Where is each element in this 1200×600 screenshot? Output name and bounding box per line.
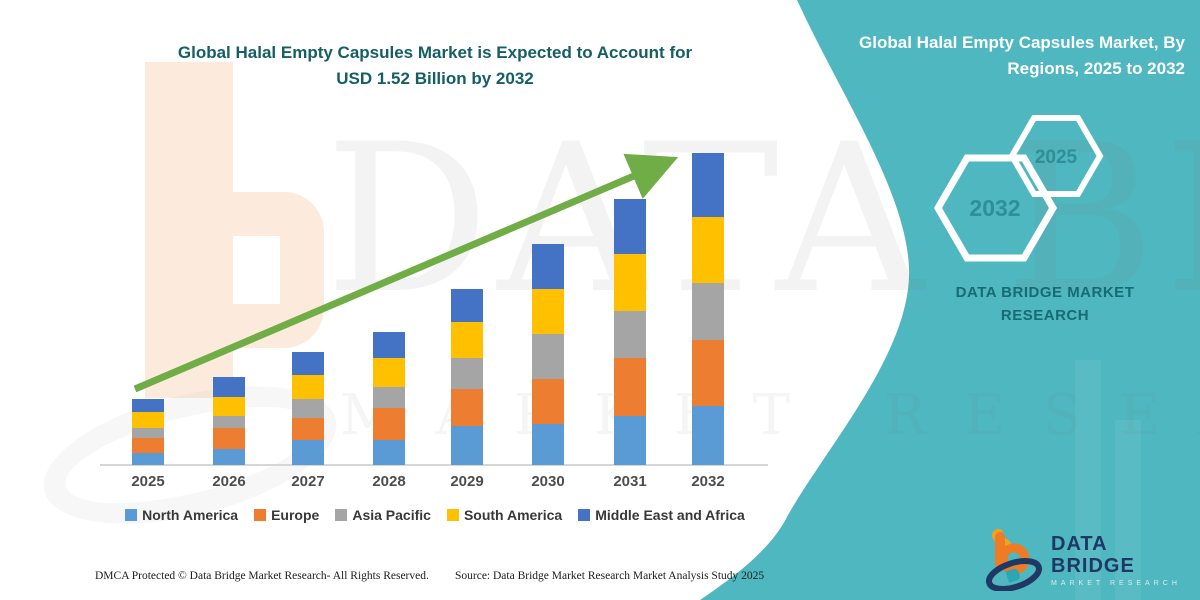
- data-bridge-logo: DATA BRIDGE MARKET RESEARCH: [985, 528, 1195, 592]
- bar-segment-asia-pacific-2025: [132, 428, 164, 439]
- bar-segment-asia-pacific-2032: [692, 282, 724, 340]
- legend-item-europe: Europe: [254, 507, 319, 523]
- bar-segment-south-america-2029: [451, 321, 483, 359]
- x-axis-label-2030: 2030: [531, 473, 565, 490]
- bar-segment-europe-2032: [692, 339, 724, 406]
- bar-segment-south-america-2030: [532, 288, 564, 334]
- plot-area: [100, 140, 770, 466]
- x-axis-label-2031: 2031: [613, 473, 647, 490]
- bar-segment-north-america-2032: [692, 405, 724, 465]
- chart-legend: North America Europe Asia Pacific South Ame…: [100, 507, 770, 523]
- footer-copyright: DMCA Protected © Data Bridge Market Rese…: [95, 570, 429, 582]
- bar-segment-europe-2028: [373, 407, 405, 441]
- bar-segment-middle-east-and-africa-2027: [292, 352, 324, 375]
- bar-segment-south-america-2031: [614, 253, 646, 312]
- legend-item-middle-east-and-africa: Middle East and Africa: [578, 507, 745, 523]
- legend-label: Europe: [271, 507, 320, 523]
- legend-label: Asia Pacific: [352, 507, 431, 523]
- x-axis-label-2026: 2026: [212, 473, 246, 490]
- side-panel-title: Global Halal Empty Capsules Market, By R…: [859, 33, 1185, 78]
- bar-segment-middle-east-and-africa-2029: [451, 288, 483, 322]
- bar-segment-middle-east-and-africa-2028: [373, 331, 405, 359]
- chart-title: Global Halal Empty Capsules Market is Ex…: [100, 40, 770, 93]
- x-axis-line: [100, 464, 768, 466]
- watermark-text-secondary: MARKET RESEARCH: [340, 383, 1200, 448]
- bar-segment-south-america-2025: [132, 411, 164, 429]
- legend-item-asia-pacific: Asia Pacific: [335, 507, 431, 523]
- bar-segment-asia-pacific-2028: [373, 387, 405, 408]
- bar-segment-middle-east-and-africa-2025: [132, 399, 164, 412]
- bar-segment-north-america-2030: [532, 424, 564, 465]
- legend-item-north-america: North America: [125, 507, 238, 523]
- bar-segment-south-america-2028: [373, 358, 405, 388]
- x-axis-label-2032: 2032: [691, 473, 725, 490]
- hexagon-2025-label: 2025: [1035, 147, 1078, 168]
- x-axis-label-2027: 2027: [291, 473, 325, 490]
- bar-segment-europe-2025: [132, 438, 164, 453]
- hexagon-2032-label: 2032: [969, 195, 1020, 221]
- chart-title-line2: USD 1.52 Billion by 2032: [336, 69, 534, 89]
- brand-line1: DATA BRIDGE MARKET: [955, 284, 1135, 301]
- chart-title-line1: Global Halal Empty Capsules Market is Ex…: [177, 43, 693, 62]
- bar-segment-asia-pacific-2030: [532, 333, 564, 379]
- bar-segment-north-america-2028: [373, 440, 405, 465]
- bar-segment-asia-pacific-2029: [451, 358, 483, 390]
- side-panel-shape: [700, 0, 1200, 600]
- bar-segment-middle-east-and-africa-2030: [532, 243, 564, 289]
- legend-label: Middle East and Africa: [595, 507, 745, 523]
- legend-label: South America: [463, 507, 563, 523]
- hexagon-2032-icon: [933, 154, 1058, 262]
- legend-swatch-icon: [446, 509, 459, 521]
- bar-segment-middle-east-and-africa-2031: [614, 198, 646, 254]
- data-bridge-logo-icon: [985, 529, 1043, 591]
- side-panel-brand: DATA BRIDGE MARKET RESEARCH: [920, 282, 1170, 327]
- x-axis-label-2028: 2028: [372, 473, 406, 490]
- bar-segment-europe-2027: [292, 417, 324, 441]
- footer-source: Source: Data Bridge Market Research Mark…: [455, 570, 765, 582]
- legend-item-south-america: South America: [446, 507, 563, 523]
- bar-segment-europe-2030: [532, 378, 564, 424]
- brand-line2: RESEARCH: [1000, 306, 1090, 324]
- legend-swatch-icon: [125, 509, 138, 521]
- legend-label: North America: [142, 507, 239, 523]
- x-axis-labels: 2025 2026 2027 2028 2029 2030 2031 2032: [100, 473, 770, 495]
- bar-segment-north-america-2026: [213, 448, 245, 465]
- logo-text: DATA BRIDGE MARKET RESEARCH: [1051, 533, 1195, 587]
- bar-segment-south-america-2026: [213, 397, 245, 416]
- x-axis-label-2029: 2029: [450, 473, 484, 490]
- bar-segment-asia-pacific-2027: [292, 399, 324, 418]
- teal-stripe-watermark: [1075, 360, 1101, 600]
- bar-segment-middle-east-and-africa-2032: [692, 153, 724, 217]
- logo-name: DATA BRIDGE: [1051, 533, 1135, 577]
- legend-swatch-icon: [335, 509, 348, 521]
- bar-segment-south-america-2032: [692, 216, 724, 283]
- x-axis-label-2025: 2025: [131, 473, 165, 490]
- bar-segment-north-america-2025: [132, 452, 164, 465]
- bar-segment-europe-2029: [451, 389, 483, 427]
- bar-segment-south-america-2027: [292, 374, 324, 400]
- legend-swatch-icon: [578, 509, 591, 521]
- hexagon-2025-icon: [1008, 115, 1104, 197]
- bar-segment-middle-east-and-africa-2026: [213, 376, 245, 398]
- bar-segment-europe-2026: [213, 428, 245, 449]
- bar-segment-north-america-2027: [292, 440, 324, 465]
- logo-tagline: MARKET RESEARCH: [1051, 580, 1181, 587]
- bar-segment-europe-2031: [614, 358, 646, 416]
- bar-segment-asia-pacific-2026: [213, 415, 245, 429]
- teal-stripe-watermark: [1115, 420, 1141, 600]
- legend-swatch-icon: [254, 509, 267, 521]
- bar-segment-asia-pacific-2031: [614, 311, 646, 359]
- bar-segment-north-america-2031: [614, 415, 646, 465]
- bar-segment-north-america-2029: [451, 426, 483, 465]
- year-hexagons: 2032 2025: [933, 115, 1104, 262]
